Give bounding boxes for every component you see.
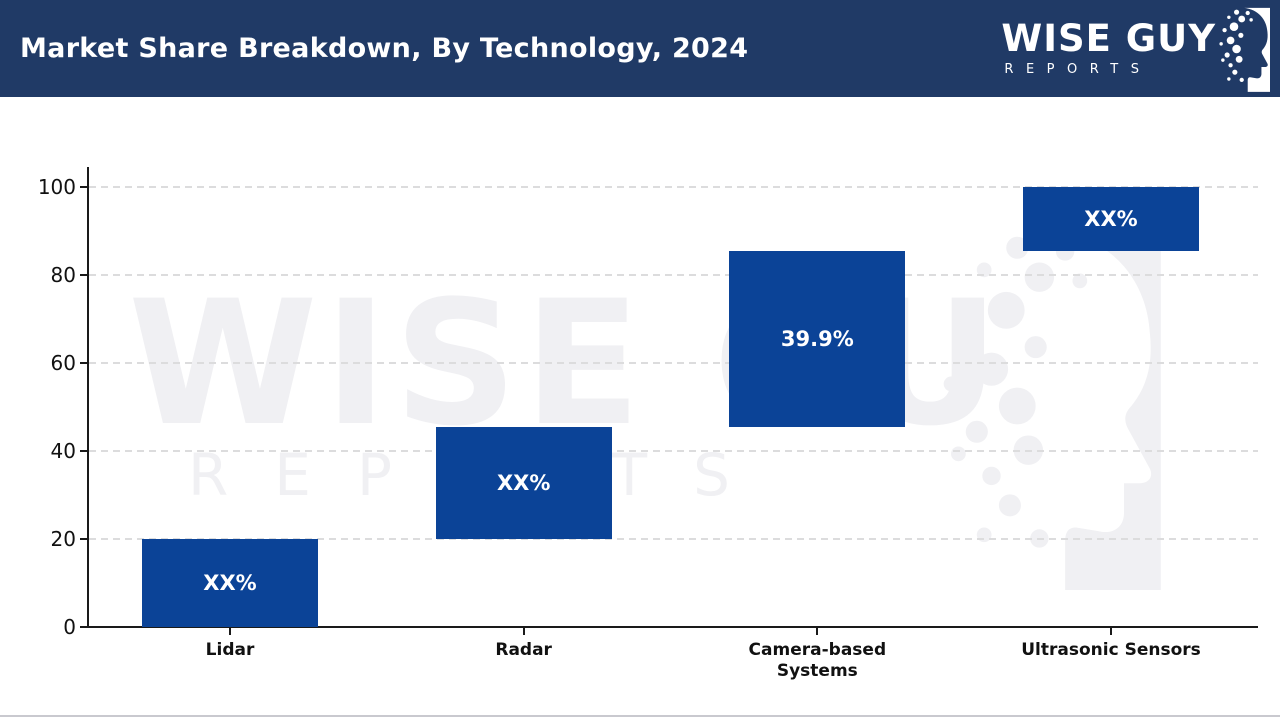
gridline-100 xyxy=(89,186,1258,188)
y-axis-line xyxy=(87,167,89,628)
x-tick-0 xyxy=(229,628,231,635)
logo-face-icon xyxy=(1219,7,1270,92)
bar-lidar: XX% xyxy=(142,539,318,627)
logo-wordmark: WISE GUY xyxy=(1001,17,1216,60)
logo-text: WISE GUY REPORTS xyxy=(1001,20,1216,77)
gridline-80 xyxy=(89,274,1258,276)
gridline-40 xyxy=(89,450,1258,452)
bar-radar: XX% xyxy=(435,426,612,539)
header-bar: Market Share Breakdown, By Technology, 2… xyxy=(0,0,1280,97)
x-tick-2 xyxy=(816,628,819,635)
y-tick-label-40: 40 xyxy=(50,439,76,463)
category-label-3: Ultrasonic Sensors xyxy=(1021,640,1201,660)
y-tick-80 xyxy=(80,274,88,276)
logo-subtitle: REPORTS xyxy=(1004,62,1152,77)
category-label-1: Radar xyxy=(495,640,552,660)
bar-camera-based-systems: 39.9% xyxy=(729,251,906,427)
y-tick-label-100: 100 xyxy=(37,175,76,199)
bottom-divider-line xyxy=(0,715,1280,717)
bar-value-label: XX% xyxy=(496,470,551,495)
bar-value-label: 39.9% xyxy=(780,327,854,351)
bar-value-label: XX% xyxy=(203,571,257,595)
y-tick-0 xyxy=(80,626,88,628)
bar-value-label: XX% xyxy=(1084,207,1138,232)
y-tick-label-80: 80 xyxy=(50,263,76,287)
watermark-face-icon xyxy=(943,229,1161,590)
y-tick-100 xyxy=(80,186,88,188)
bar-ultrasonic-sensors: XX% xyxy=(1023,187,1199,252)
y-tick-20 xyxy=(80,538,88,540)
x-axis-line xyxy=(87,626,1258,628)
y-tick-40 xyxy=(80,450,88,452)
gridline-20 xyxy=(89,538,1258,540)
page-title: Market Share Breakdown, By Technology, 2… xyxy=(20,33,749,64)
wiseguy-logo: WISE GUY REPORTS xyxy=(1001,6,1270,92)
category-label-2: Camera-based Systems xyxy=(748,640,887,681)
category-label-0: Lidar xyxy=(205,640,255,660)
y-tick-label-20: 20 xyxy=(50,527,76,551)
y-tick-label-0: 0 xyxy=(63,615,76,639)
x-tick-1 xyxy=(522,628,525,635)
x-tick-3 xyxy=(1110,628,1112,635)
y-tick-label-60: 60 xyxy=(50,351,76,375)
gridline-60 xyxy=(89,362,1258,364)
y-tick-60 xyxy=(80,362,88,364)
